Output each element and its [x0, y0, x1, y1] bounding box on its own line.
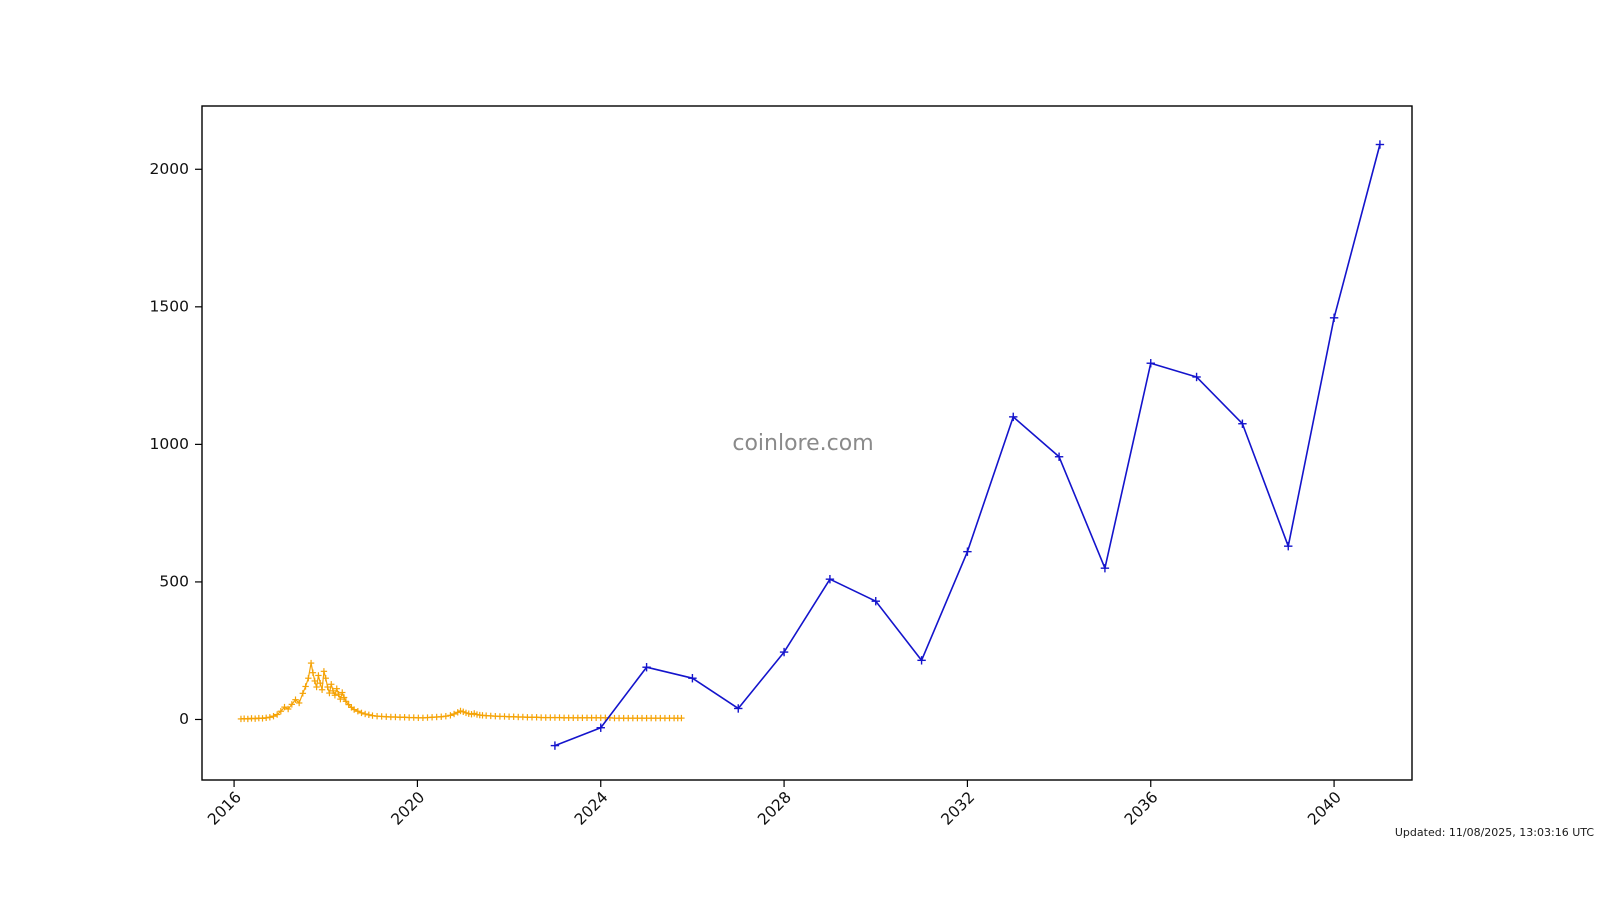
series-historical	[237, 659, 685, 723]
axes-frame	[201, 105, 1413, 781]
y-tick-label: 0	[179, 710, 189, 728]
y-tick-label: 1000	[150, 435, 189, 453]
series-layer	[237, 140, 1385, 750]
updated-timestamp: Updated: 11/08/2025, 13:03:16 UTC	[1395, 826, 1594, 839]
y-tick-label: 2000	[150, 160, 189, 178]
watermark-label: coinlore.com	[732, 431, 873, 456]
y-tick-label: 500	[159, 572, 189, 590]
series-forecast	[550, 140, 1385, 750]
plot-border	[201, 105, 1413, 781]
y-axis-ticks: 0 500 1000 1500 2000	[150, 160, 202, 728]
y-tick-label: 1500	[150, 297, 189, 315]
